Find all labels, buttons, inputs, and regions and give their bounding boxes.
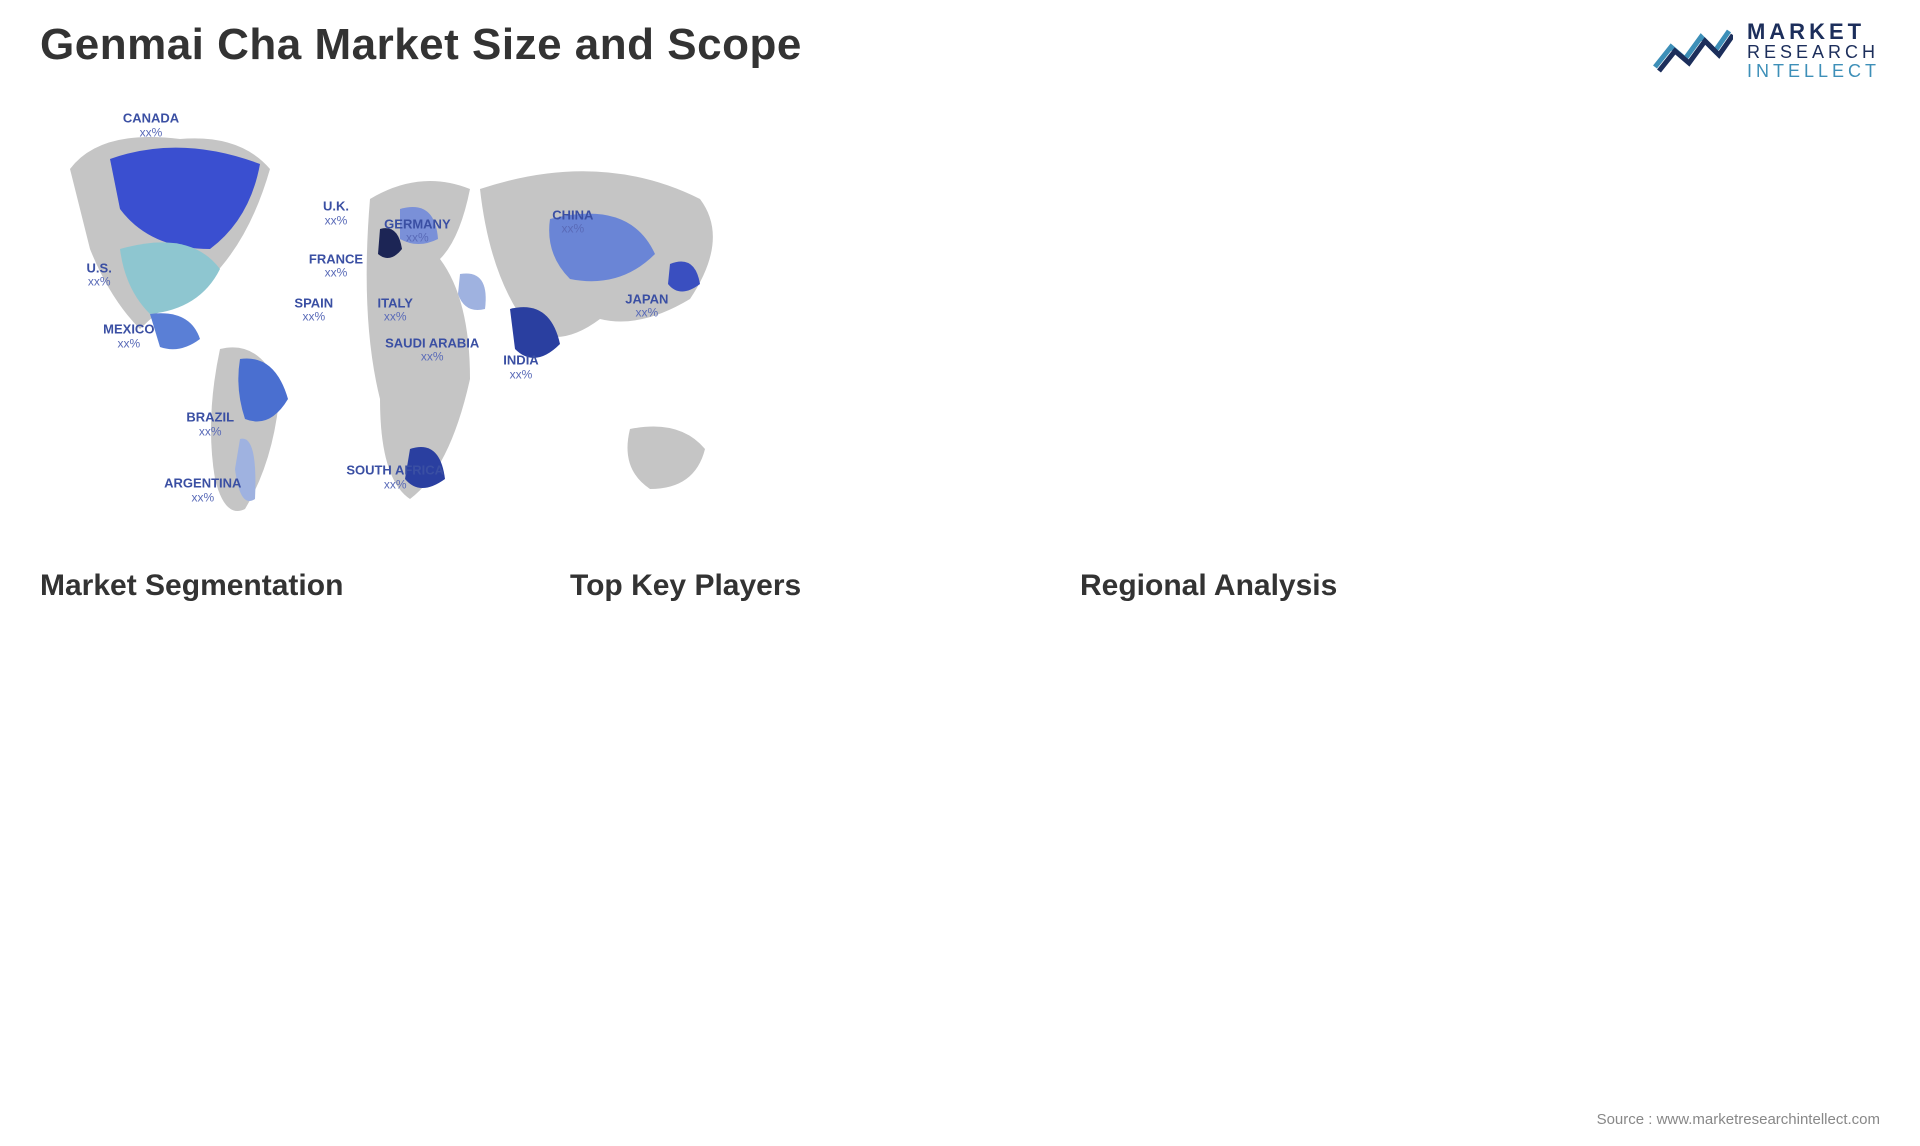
logo-line-2: RESEARCH [1747,43,1880,62]
regional-donut-chart [1080,617,1340,877]
logo-line-3: INTELLECT [1747,62,1880,81]
map-country-label: SOUTH AFRICAxx% [346,464,444,491]
regional-panel: Regional Analysis [1080,569,1880,929]
map-country-label: U.K.xx% [323,200,349,227]
map-country-label: FRANCExx% [309,252,363,279]
segmentation-panel: Market Segmentation [40,569,540,929]
logo-mark-icon [1653,25,1733,75]
players-panel: Top Key Players [570,569,1050,929]
page-title: Genmai Cha Market Size and Scope [40,20,802,70]
map-country-label: GERMANYxx% [384,217,450,244]
map-country-label: SPAINxx% [294,296,333,323]
logo-line-1: MARKET [1747,20,1880,43]
map-country-label: JAPANxx% [625,292,668,319]
players-title: Top Key Players [570,569,1050,603]
growth-bar-chart [840,119,1860,539]
map-country-label: MEXICOxx% [103,323,154,350]
growth-chart-panel [820,99,1880,539]
map-country-label: SAUDI ARABIAxx% [385,336,479,363]
map-country-label: ARGENTINAxx% [164,477,241,504]
brand-logo: MARKET RESEARCH INTELLECT [1653,20,1880,81]
regional-title: Regional Analysis [1080,569,1880,603]
map-country-label: CANADAxx% [123,112,179,139]
map-country-label: BRAZILxx% [186,411,234,438]
source-attribution: Source : www.marketresearchintellect.com [1597,1111,1880,1128]
map-country-label: U.S.xx% [87,261,112,288]
map-country-label: CHINAxx% [552,208,593,235]
world-map-panel: CANADAxx% U.S.xx% MEXICOxx% BRAZILxx% ARGENT… [40,99,780,539]
segmentation-bar-chart [40,617,320,929]
map-country-label: ITALYxx% [377,296,412,323]
segmentation-title: Market Segmentation [40,569,540,603]
segmentation-legend [340,617,540,929]
map-country-label: INDIAxx% [503,354,538,381]
